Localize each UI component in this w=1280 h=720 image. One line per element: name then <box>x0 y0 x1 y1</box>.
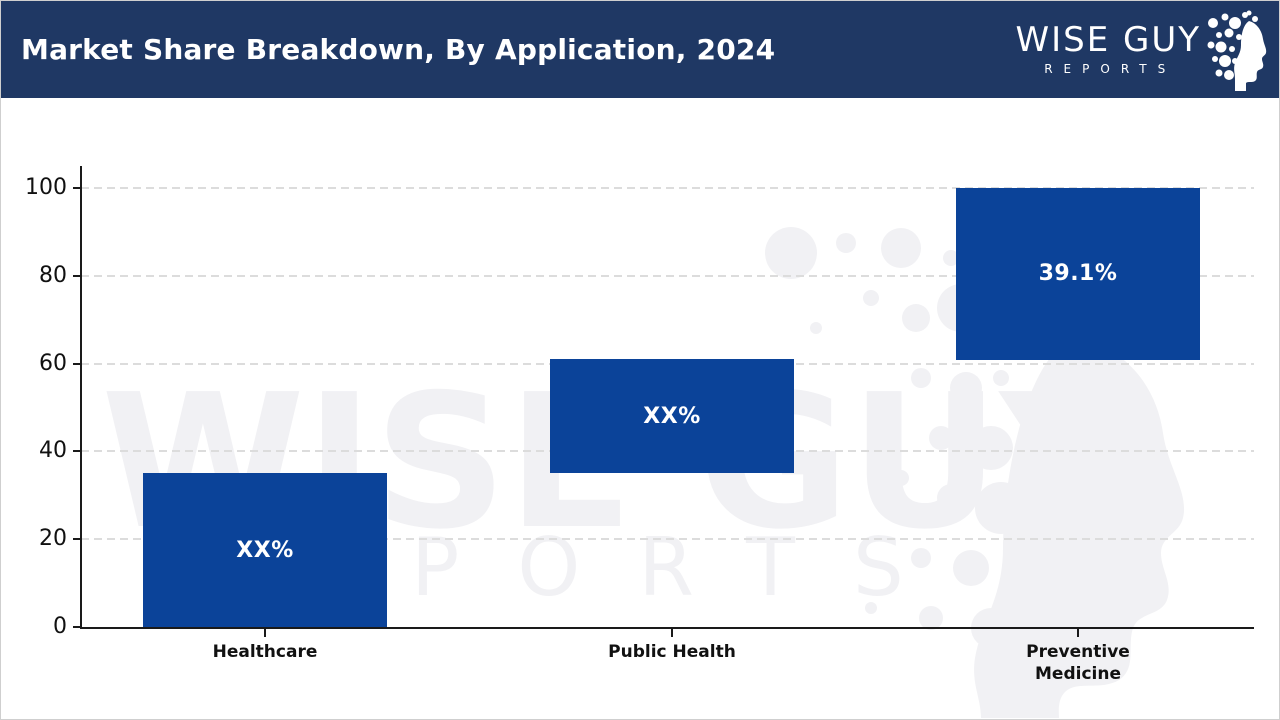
y-tick-label: 80 <box>39 262 67 288</box>
bar-value-label: XX% <box>643 403 701 429</box>
y-gridline <box>81 538 1254 541</box>
page-title: Market Share Breakdown, By Application, … <box>21 33 776 66</box>
y-gridline <box>81 274 1254 277</box>
x-category-label: Preventive Medicine <box>1026 642 1130 685</box>
bar-healthcare: XX% <box>143 473 387 627</box>
y-gridline <box>81 187 1254 189</box>
bar-public-health: XX% <box>550 359 794 474</box>
y-axis-line <box>80 166 82 629</box>
y-tick-mark <box>73 626 81 628</box>
bar-value-label: XX% <box>236 537 294 563</box>
y-tick-mark <box>73 362 81 365</box>
header-bar: Market Share Breakdown, By Application, … <box>1 1 1279 98</box>
x-tick-mark <box>264 629 266 637</box>
bar-value-label: 39.1% <box>1038 261 1118 287</box>
dotted-head-profile-icon <box>1207 10 1267 91</box>
bar-preventive-medicine: 39.1% <box>956 188 1200 360</box>
y-tick-mark <box>73 538 81 541</box>
y-tick-label: 60 <box>39 350 67 376</box>
y-tick-label: 20 <box>39 526 67 552</box>
x-tick-mark <box>1077 629 1079 637</box>
y-tick-mark <box>73 450 81 453</box>
logo-subtitle: REPORTS <box>1044 62 1177 76</box>
wiseguy-logo: WISE GUY REPORTS <box>1015 9 1279 91</box>
logo-wordmark: WISE GUY <box>1015 20 1201 60</box>
y-tick-label: 100 <box>25 175 67 200</box>
y-tick-label: 0 <box>53 614 67 639</box>
logo-text: WISE GUY REPORTS <box>1015 23 1201 76</box>
y-tick-mark <box>73 187 81 189</box>
y-tick-label: 40 <box>39 438 67 464</box>
x-category-label: Public Health <box>608 642 736 662</box>
y-tick-mark <box>73 274 81 277</box>
x-category-label: Healthcare <box>212 642 318 662</box>
x-axis-line <box>80 627 1254 629</box>
x-tick-mark <box>671 629 673 637</box>
